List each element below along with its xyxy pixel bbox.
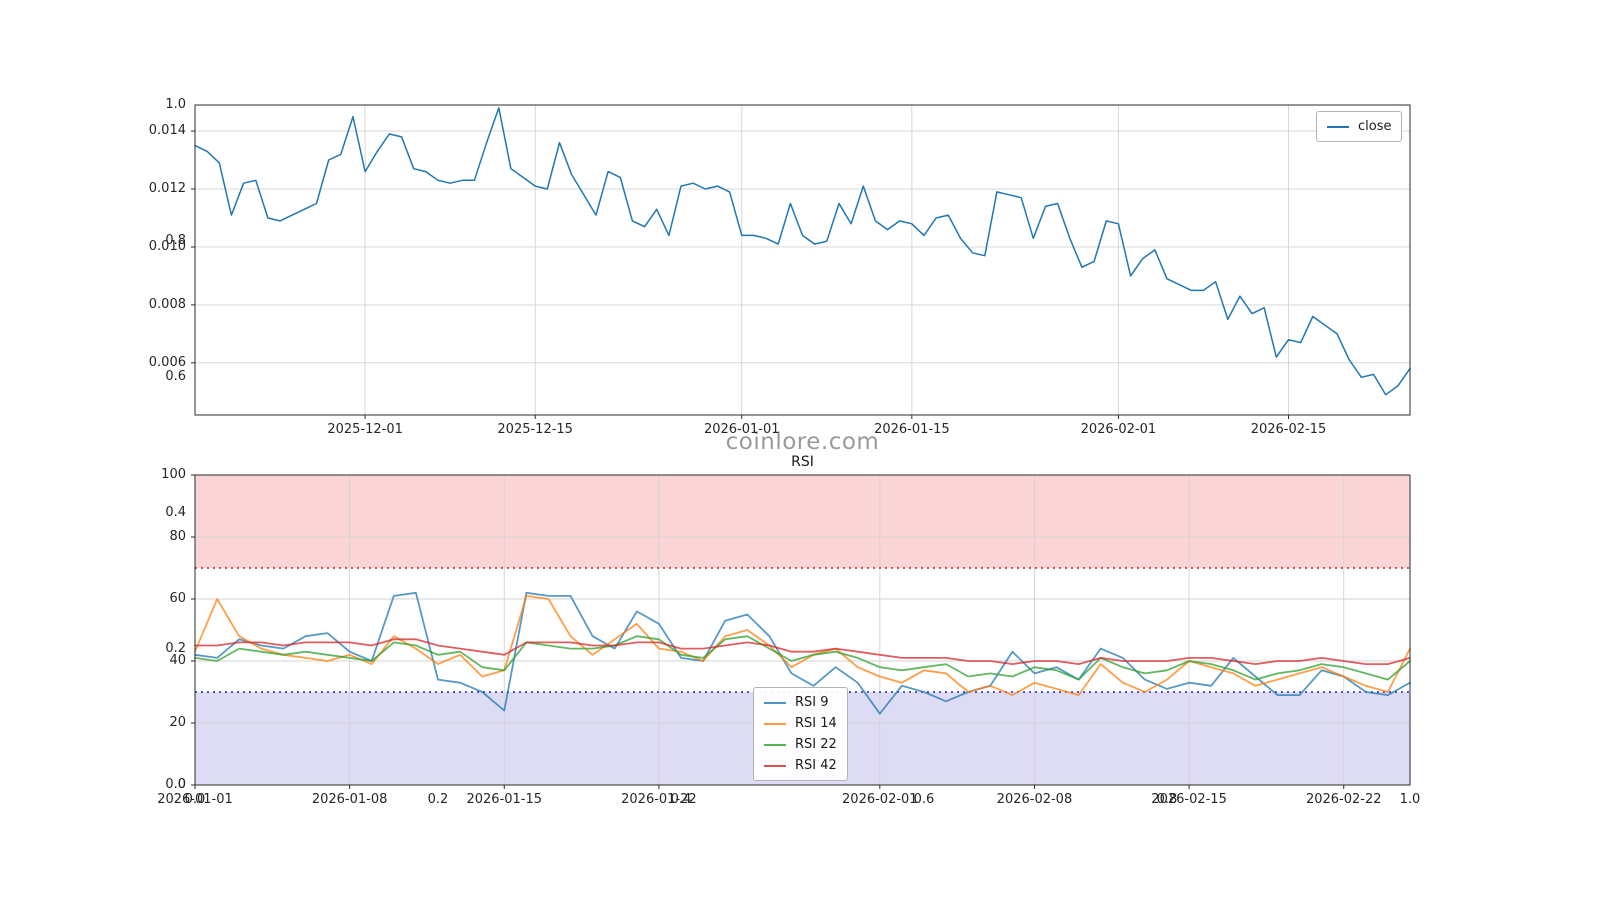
overlay-x-tick-label: 0.0 bbox=[184, 792, 206, 807]
overlay-y-tick-label: 0.6 bbox=[165, 369, 186, 384]
legend-entry-rsi22: RSI 22 bbox=[764, 734, 837, 755]
y-tick-label: 0.012 bbox=[148, 181, 186, 197]
overlay-x-tick-label: 0.2 bbox=[427, 792, 449, 807]
overlay-y-tick-label: 0.0 bbox=[165, 777, 186, 792]
legend-entry-rsi42: RSI 42 bbox=[764, 755, 837, 776]
x-tick-label: 2026-02-01 bbox=[842, 792, 918, 807]
overlay-y-tick-label: 1.0 bbox=[165, 97, 186, 112]
overlay-x-tick-label: 0.6 bbox=[913, 792, 935, 807]
legend-label-rsi14: RSI 14 bbox=[795, 716, 837, 731]
overlay-y-tick-label: 0.2 bbox=[165, 641, 186, 656]
y-tick-label: 100 bbox=[161, 467, 186, 482]
overlay-x-tick-label: 1.0 bbox=[1399, 792, 1421, 807]
overlay-y-tick-label: 0.8 bbox=[165, 233, 186, 248]
legend-label-rsi42: RSI 42 bbox=[795, 758, 837, 773]
overlay-x-tick-label: 0.8 bbox=[1156, 792, 1178, 807]
y-tick-label: 60 bbox=[169, 591, 186, 606]
y-tick-label: 80 bbox=[169, 529, 186, 544]
x-tick-label: 2026-01-22 bbox=[621, 792, 697, 807]
x-tick-label: 2026-01-08 bbox=[311, 792, 388, 807]
watermark: coinlore.com bbox=[725, 429, 880, 455]
rsi-legend: RSI 9 RSI 14 RSI 22 RSI 42 bbox=[753, 687, 848, 781]
y-tick-label: 0.006 bbox=[148, 354, 186, 370]
y-tick-label: 0.014 bbox=[148, 123, 186, 139]
x-tick-label: 2026-02-15 bbox=[1151, 792, 1227, 807]
overlay-x-tick-label: 0.4 bbox=[670, 792, 692, 807]
y-tick-label: 0.008 bbox=[148, 296, 186, 312]
price-legend: close bbox=[1316, 111, 1403, 142]
x-tick-label: 2026-02-22 bbox=[1305, 792, 1382, 807]
y-tick-label: 0.010 bbox=[148, 238, 186, 254]
rsi-chart bbox=[191, 474, 1411, 789]
overlay-y-tick-label: 0.4 bbox=[165, 505, 186, 520]
y-tick-label: 0 bbox=[177, 777, 186, 792]
price-chart bbox=[191, 104, 1411, 419]
y-tick-label: 20 bbox=[169, 715, 186, 730]
x-tick-label: 2026-01-01 bbox=[157, 792, 233, 807]
legend-label-rsi9: RSI 9 bbox=[795, 695, 829, 710]
rsi22-line-swatch bbox=[764, 743, 786, 746]
legend-label-rsi22: RSI 22 bbox=[795, 737, 837, 752]
legend-label-close: close bbox=[1358, 119, 1392, 134]
close-line-swatch bbox=[1327, 125, 1349, 128]
rsi14-line-swatch bbox=[764, 722, 786, 725]
rsi-panel-title: RSI bbox=[791, 454, 814, 470]
rsi9-line-swatch bbox=[764, 701, 786, 704]
x-tick-label: 2026-02-08 bbox=[996, 792, 1073, 807]
legend-entry-rsi14: RSI 14 bbox=[764, 713, 837, 734]
legend-entry-rsi9: RSI 9 bbox=[764, 692, 837, 713]
y-tick-label: 40 bbox=[169, 653, 186, 668]
rsi42-line-swatch bbox=[764, 764, 786, 767]
legend-entry-close: close bbox=[1327, 116, 1391, 137]
x-tick-label: 2026-01-15 bbox=[466, 792, 543, 807]
